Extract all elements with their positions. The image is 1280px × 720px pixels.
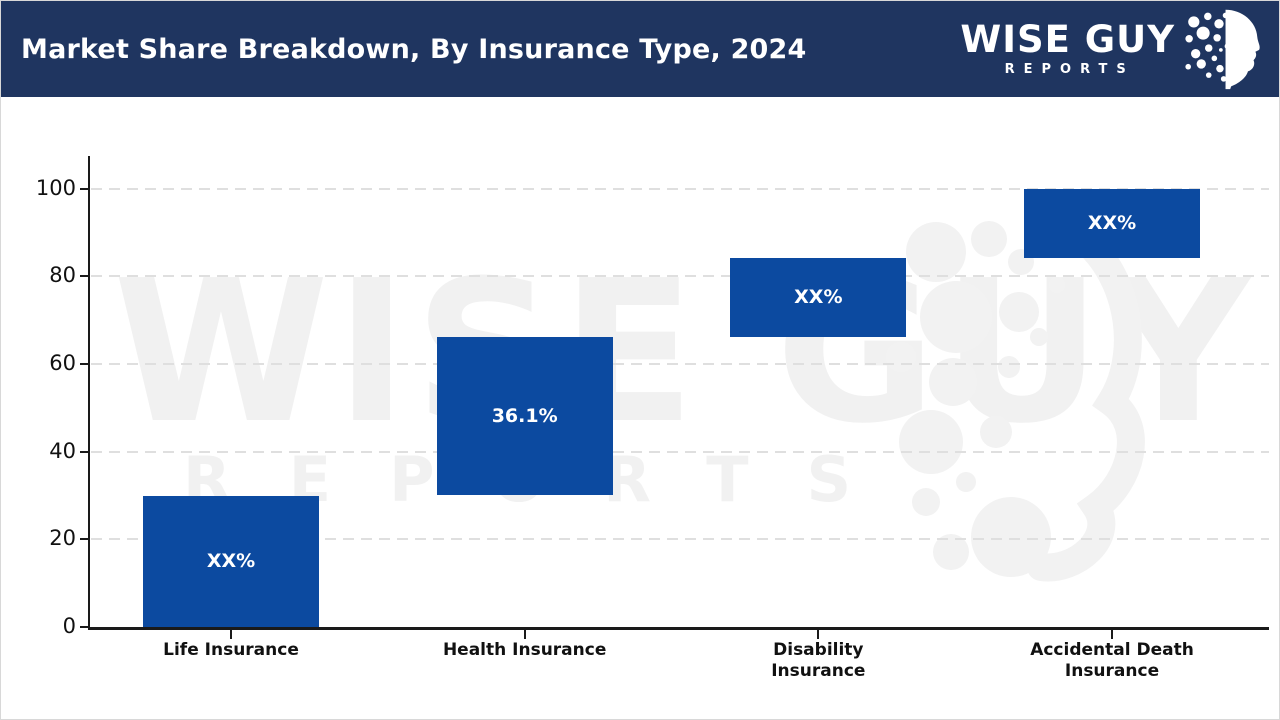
y-tick-label: 0 — [62, 614, 76, 638]
x-category-label: Life Insurance — [116, 640, 346, 661]
x-axis-tick — [523, 630, 526, 639]
x-axis-tick — [230, 630, 232, 639]
bar-segment: 36.1% — [436, 337, 613, 496]
y-axis-tick — [80, 187, 88, 190]
x-category-label-line: Health Insurance — [442, 640, 607, 660]
y-axis-tick — [80, 363, 88, 365]
page-title: Market Share Breakdown, By Insurance Typ… — [21, 33, 807, 65]
x-category-label-line: Insurance — [771, 661, 866, 681]
y-axis-tick — [80, 275, 88, 278]
y-axis-line — [88, 156, 90, 630]
logo-subtext: REPORTS — [1004, 62, 1135, 77]
logo-wordmark: WISE GUY REPORTS — [960, 21, 1175, 77]
bar-segment: XX% — [1024, 188, 1200, 259]
x-category-label-line: Insurance — [1064, 661, 1160, 681]
x-axis-line — [88, 627, 1269, 630]
x-axis-tick — [817, 630, 820, 639]
bar-value-label: 36.1% — [491, 405, 558, 428]
gridline — [91, 187, 1269, 190]
bar-value-label: XX% — [794, 286, 843, 309]
x-category-label: Accidental Death Insurance — [997, 640, 1227, 682]
brand-logo: WISE GUY REPORTS — [960, 7, 1261, 91]
x-category-label-line: Accidental Death — [1030, 640, 1194, 660]
x-axis-tick — [1111, 630, 1113, 639]
y-axis-tick — [80, 538, 88, 541]
y-tick-label: 100 — [35, 175, 76, 200]
x-category-label: Health Insurance — [410, 640, 640, 661]
gridline — [91, 450, 1269, 453]
x-category-label-line: Life Insurance — [163, 640, 299, 660]
bar-segment: XX% — [730, 258, 907, 338]
y-tick-label: 60 — [49, 351, 76, 375]
y-axis-tick — [80, 450, 88, 453]
y-tick-label: 20 — [49, 526, 76, 551]
wise-guy-face-icon — [1185, 9, 1260, 90]
logo-wordmark-text: WISE GUY — [960, 18, 1175, 61]
bar-value-label: XX% — [1087, 211, 1137, 234]
y-axis-tick — [80, 626, 88, 628]
x-category-label: Disability Insurance — [703, 640, 933, 682]
y-tick-label: 40 — [49, 438, 76, 463]
bar-segment: XX% — [143, 495, 319, 627]
gridline — [91, 275, 1269, 278]
header: Market Share Breakdown, By Insurance Typ… — [1, 1, 1279, 97]
y-tick-label: 80 — [49, 263, 76, 288]
gridline — [91, 363, 1269, 365]
gridline — [91, 538, 1269, 541]
x-category-label-line: Disability — [773, 640, 864, 660]
bar-value-label: XX% — [206, 549, 256, 572]
